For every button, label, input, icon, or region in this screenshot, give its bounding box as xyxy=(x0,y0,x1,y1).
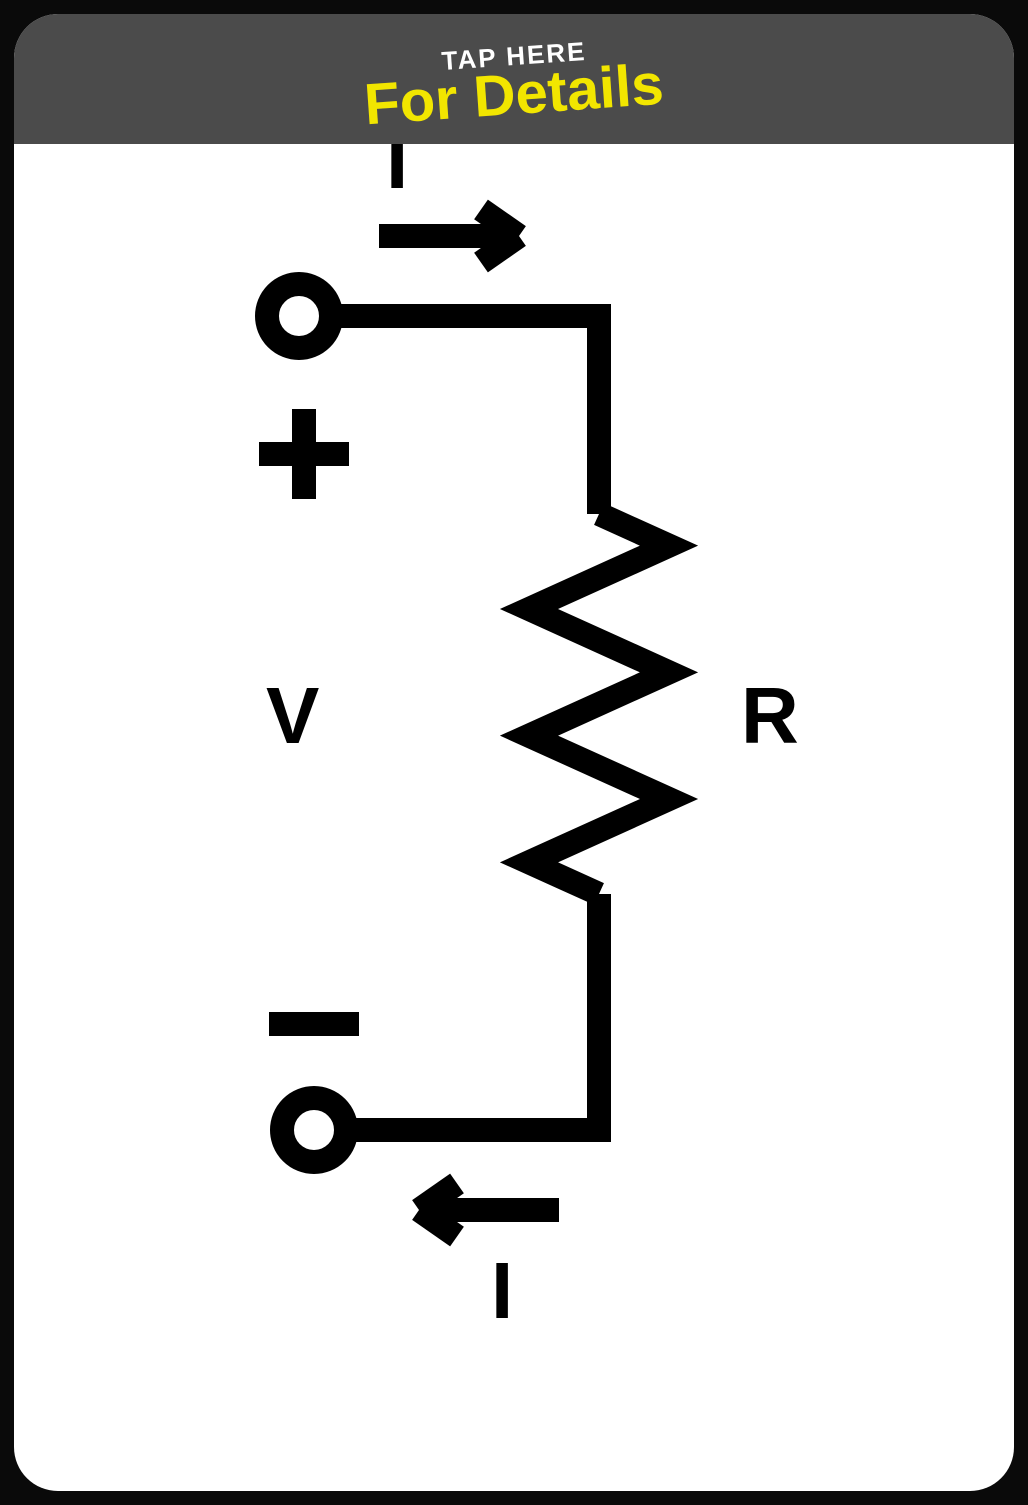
label-resistor: R xyxy=(741,670,799,762)
circuit-diagram: I I V R xyxy=(14,14,1014,1491)
label-current-bottom: I xyxy=(491,1245,513,1337)
banner-bottom-text: For Details xyxy=(362,55,665,134)
label-voltage: V xyxy=(266,670,319,762)
content-frame: I I V R TAP HERE For Details xyxy=(14,14,1014,1491)
circuit-svg xyxy=(14,14,1014,1491)
promo-banner[interactable]: TAP HERE For Details xyxy=(14,14,1014,144)
